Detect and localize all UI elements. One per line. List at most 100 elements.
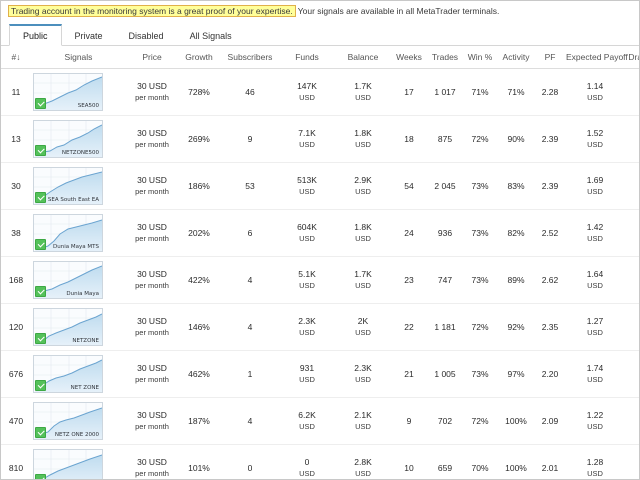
- row-growth: 187%: [178, 397, 220, 445]
- price-amount: 30 USD: [137, 457, 167, 467]
- column-header-price[interactable]: Price: [126, 46, 178, 69]
- funds-currency: USD: [299, 140, 315, 149]
- table-row[interactable]: 11 SEA500 30 USD per month 728% 46 147K USD 1.7K…: [1, 68, 639, 116]
- row-signal-cell: NET ZONE: [31, 350, 126, 398]
- price-period: per month: [135, 422, 169, 431]
- tab-disabled[interactable]: Disabled: [128, 31, 164, 41]
- row-subscribers: 46: [220, 68, 280, 116]
- row-expected-payoff: 1.28 USD: [564, 444, 626, 479]
- balance-currency: USD: [355, 328, 371, 337]
- row-price: 30 USD per month: [126, 256, 178, 304]
- row-drawdown: 18%: [626, 162, 639, 210]
- column-header-growth[interactable]: Growth: [178, 46, 220, 69]
- row-price: 30 USD per month: [126, 209, 178, 257]
- table-header-row: #↓ Signals Price Growth Subscribers Fund…: [1, 46, 639, 69]
- row-weeks: 21: [392, 350, 426, 398]
- row-trades: 936: [426, 209, 464, 257]
- funds-currency: USD: [299, 93, 315, 102]
- signal-name: Dunia Maya MTS: [53, 244, 99, 250]
- column-header-weeks[interactable]: Weeks: [392, 46, 426, 69]
- row-price: 30 USD per month: [126, 162, 178, 210]
- payoff-value: 1.22: [586, 410, 604, 420]
- notice-highlight: Trading account in the monitoring system…: [8, 5, 296, 17]
- row-weeks: 17: [392, 68, 426, 116]
- row-balance: 2.8K USD: [334, 444, 392, 479]
- balance-currency: USD: [355, 140, 371, 149]
- table-row[interactable]: 38 Dunia Maya MTS 30 USD per month 202% 6 604K…: [1, 209, 639, 257]
- verified-check-icon: [35, 427, 46, 438]
- row-growth: 202%: [178, 209, 220, 257]
- signal-sparkline-thumbnail[interactable]: NET ZONE: [33, 355, 103, 393]
- column-header-subscribers[interactable]: Subscribers: [220, 46, 280, 69]
- signal-sparkline-thumbnail[interactable]: SEA South East EA: [33, 167, 103, 205]
- table-row[interactable]: 30 SEA South East EA 30 USD per month 186% 53…: [1, 162, 639, 210]
- row-trades: 702: [426, 397, 464, 445]
- row-funds: 147K USD: [280, 68, 334, 116]
- row-pf: 2.39: [536, 162, 564, 210]
- signal-sparkline-thumbnail[interactable]: SEA2000 MEDIUM RISK: [33, 449, 103, 479]
- row-funds: 5.1K USD: [280, 256, 334, 304]
- funds-currency: USD: [299, 469, 315, 478]
- signal-sparkline-thumbnail[interactable]: NETZ ONE 2000: [33, 402, 103, 440]
- row-weeks: 9: [392, 397, 426, 445]
- payoff-value: 1.52: [586, 128, 604, 138]
- row-drawdown: 4%: [626, 444, 639, 479]
- row-activity: 89%: [496, 256, 536, 304]
- payoff-value: 1.74: [586, 363, 604, 373]
- row-signal-cell: NETZONE500: [31, 115, 126, 163]
- row-win: 72%: [464, 115, 496, 163]
- tab-all-signals[interactable]: All Signals: [189, 31, 232, 41]
- row-expected-payoff: 1.64 USD: [564, 256, 626, 304]
- column-header-funds[interactable]: Funds: [280, 46, 334, 69]
- funds-value: 5.1K: [298, 269, 316, 279]
- tab-private[interactable]: Private: [74, 31, 103, 41]
- signal-name: NETZ ONE 2000: [54, 432, 99, 438]
- column-header-activity[interactable]: Activity: [496, 46, 536, 69]
- column-header-drawdown[interactable]: Drawdown: [626, 46, 639, 69]
- balance-currency: USD: [355, 422, 371, 431]
- column-header-payoff[interactable]: Expected Payoff: [564, 46, 628, 69]
- column-header-trades[interactable]: Trades: [426, 46, 464, 69]
- verified-check-icon: [35, 474, 46, 479]
- row-weeks: 24: [392, 209, 426, 257]
- column-header-win[interactable]: Win %: [464, 46, 496, 69]
- table-row[interactable]: 676 NET ZONE 30 USD per month 462% 1 931 USD 2.3…: [1, 350, 639, 398]
- table-row[interactable]: 168 Dunia Maya 30 USD per month 422% 4 5.1K USD…: [1, 256, 639, 304]
- row-rank: 676: [1, 350, 31, 398]
- row-balance: 1.8K USD: [334, 209, 392, 257]
- table-row[interactable]: 470 NETZ ONE 2000 30 USD per month 187% 4 6.2K…: [1, 397, 639, 445]
- notice-rest: Your signals are available in all MetaTr…: [297, 6, 500, 16]
- column-header-balance[interactable]: Balance: [334, 46, 392, 69]
- column-header-pf[interactable]: PF: [536, 46, 564, 69]
- funds-value: 513K: [297, 175, 317, 185]
- table-row[interactable]: 13 NETZONE500 30 USD per month 269% 9 7.1K USD 1…: [1, 115, 639, 163]
- column-header-signals[interactable]: Signals: [31, 46, 126, 69]
- signals-table: #↓ Signals Price Growth Subscribers Fund…: [1, 46, 639, 479]
- funds-currency: USD: [299, 187, 315, 196]
- column-header-num[interactable]: #↓: [1, 46, 31, 69]
- signal-sparkline-thumbnail[interactable]: Dunia Maya: [33, 261, 103, 299]
- row-subscribers: 53: [220, 162, 280, 210]
- row-price: 30 USD per month: [126, 303, 178, 351]
- price-period: per month: [135, 375, 169, 384]
- table-row[interactable]: 120 NETZONE 30 USD per month 146% 4 2.3K USD 2K U…: [1, 303, 639, 351]
- balance-value: 1.7K: [354, 269, 372, 279]
- verified-check-icon: [35, 380, 46, 391]
- row-price: 30 USD per month: [126, 444, 178, 479]
- signal-sparkline-thumbnail[interactable]: Dunia Maya MTS: [33, 214, 103, 252]
- row-weeks: 22: [392, 303, 426, 351]
- price-amount: 30 USD: [137, 81, 167, 91]
- row-trades: 875: [426, 115, 464, 163]
- balance-currency: USD: [355, 375, 371, 384]
- signal-sparkline-thumbnail[interactable]: NETZONE: [33, 308, 103, 346]
- row-pf: 2.20: [536, 350, 564, 398]
- balance-value: 2K: [357, 316, 369, 326]
- signal-sparkline-thumbnail[interactable]: SEA500: [33, 73, 103, 111]
- signal-sparkline-thumbnail[interactable]: NETZONE500: [33, 120, 103, 158]
- tab-public[interactable]: Public: [9, 24, 62, 46]
- balance-value: 2.1K: [354, 410, 372, 420]
- row-weeks: 54: [392, 162, 426, 210]
- payoff-currency: USD: [587, 469, 603, 478]
